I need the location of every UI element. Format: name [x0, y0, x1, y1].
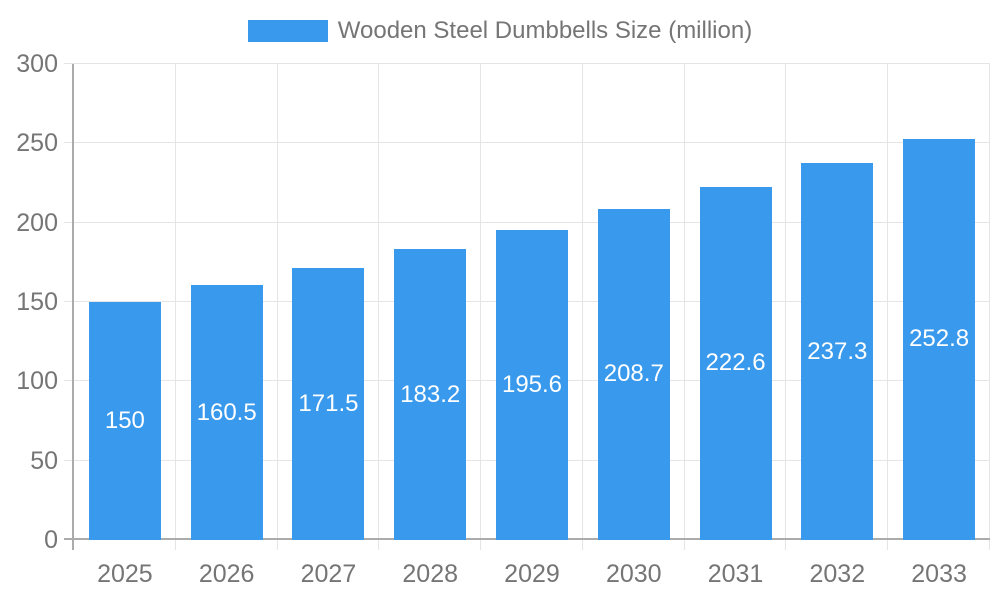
bar[interactable]: 150 — [88, 302, 161, 540]
y-gridline — [64, 63, 990, 64]
bar[interactable]: 252.8 — [903, 138, 976, 540]
y-tick-label: 50 — [30, 446, 58, 475]
x-tick-label: 2029 — [504, 560, 560, 588]
legend-swatch — [247, 20, 328, 42]
y-tick-label: 250 — [16, 129, 58, 158]
x-gridline — [276, 64, 278, 550]
x-gridline — [683, 64, 685, 550]
bar-value-label: 252.8 — [909, 325, 970, 353]
y-tick-label: 150 — [16, 288, 58, 316]
bar-value-label: 222.6 — [705, 349, 766, 377]
bar-value-label: 195.6 — [501, 370, 563, 398]
x-gridline — [785, 64, 787, 550]
bar[interactable]: 183.2 — [394, 249, 467, 540]
legend-label: Wooden Steel Dumbbells Size (million) — [337, 17, 753, 44]
y-axis-line — [72, 64, 74, 550]
bar-value-label: 183.2 — [400, 380, 461, 408]
x-gridline — [581, 64, 583, 550]
y-tick-label: 0 — [44, 526, 58, 554]
x-tick-label: 2026 — [198, 560, 255, 588]
x-tick-label: 2033 — [911, 560, 967, 588]
bar[interactable]: 222.6 — [699, 186, 772, 540]
bar[interactable]: 208.7 — [597, 208, 670, 540]
x-gridline — [174, 64, 176, 550]
x-tick-label: 2030 — [605, 560, 662, 588]
bar-value-label: 171.5 — [298, 389, 359, 417]
y-tick-label: 200 — [16, 208, 58, 237]
legend[interactable]: Wooden Steel Dumbbells Size (million) — [0, 17, 1000, 45]
x-gridline — [378, 64, 380, 550]
y-gridline — [64, 221, 990, 223]
x-gridline — [989, 64, 990, 550]
bar[interactable]: 237.3 — [801, 163, 874, 540]
bar[interactable]: 195.6 — [496, 229, 568, 540]
bar-value-label: 237.3 — [807, 337, 868, 365]
y-tick-label: 100 — [16, 367, 58, 396]
y-gridline — [64, 142, 990, 144]
bar[interactable]: 160.5 — [190, 285, 263, 540]
x-tick-label: 2032 — [809, 560, 866, 588]
bar-value-label: 150 — [104, 407, 145, 434]
y-tick-label: 300 — [16, 50, 58, 78]
x-tick-label: 2025 — [97, 560, 153, 588]
bar-value-label: 160.5 — [196, 398, 257, 426]
x-tick-label: 2031 — [707, 560, 764, 588]
bar[interactable]: 171.5 — [292, 267, 365, 540]
x-gridline — [480, 64, 482, 550]
bar-value-label: 208.7 — [603, 360, 664, 388]
x-gridline — [887, 64, 889, 550]
x-tick-label: 2028 — [402, 560, 459, 588]
x-tick-label: 2027 — [300, 560, 357, 588]
